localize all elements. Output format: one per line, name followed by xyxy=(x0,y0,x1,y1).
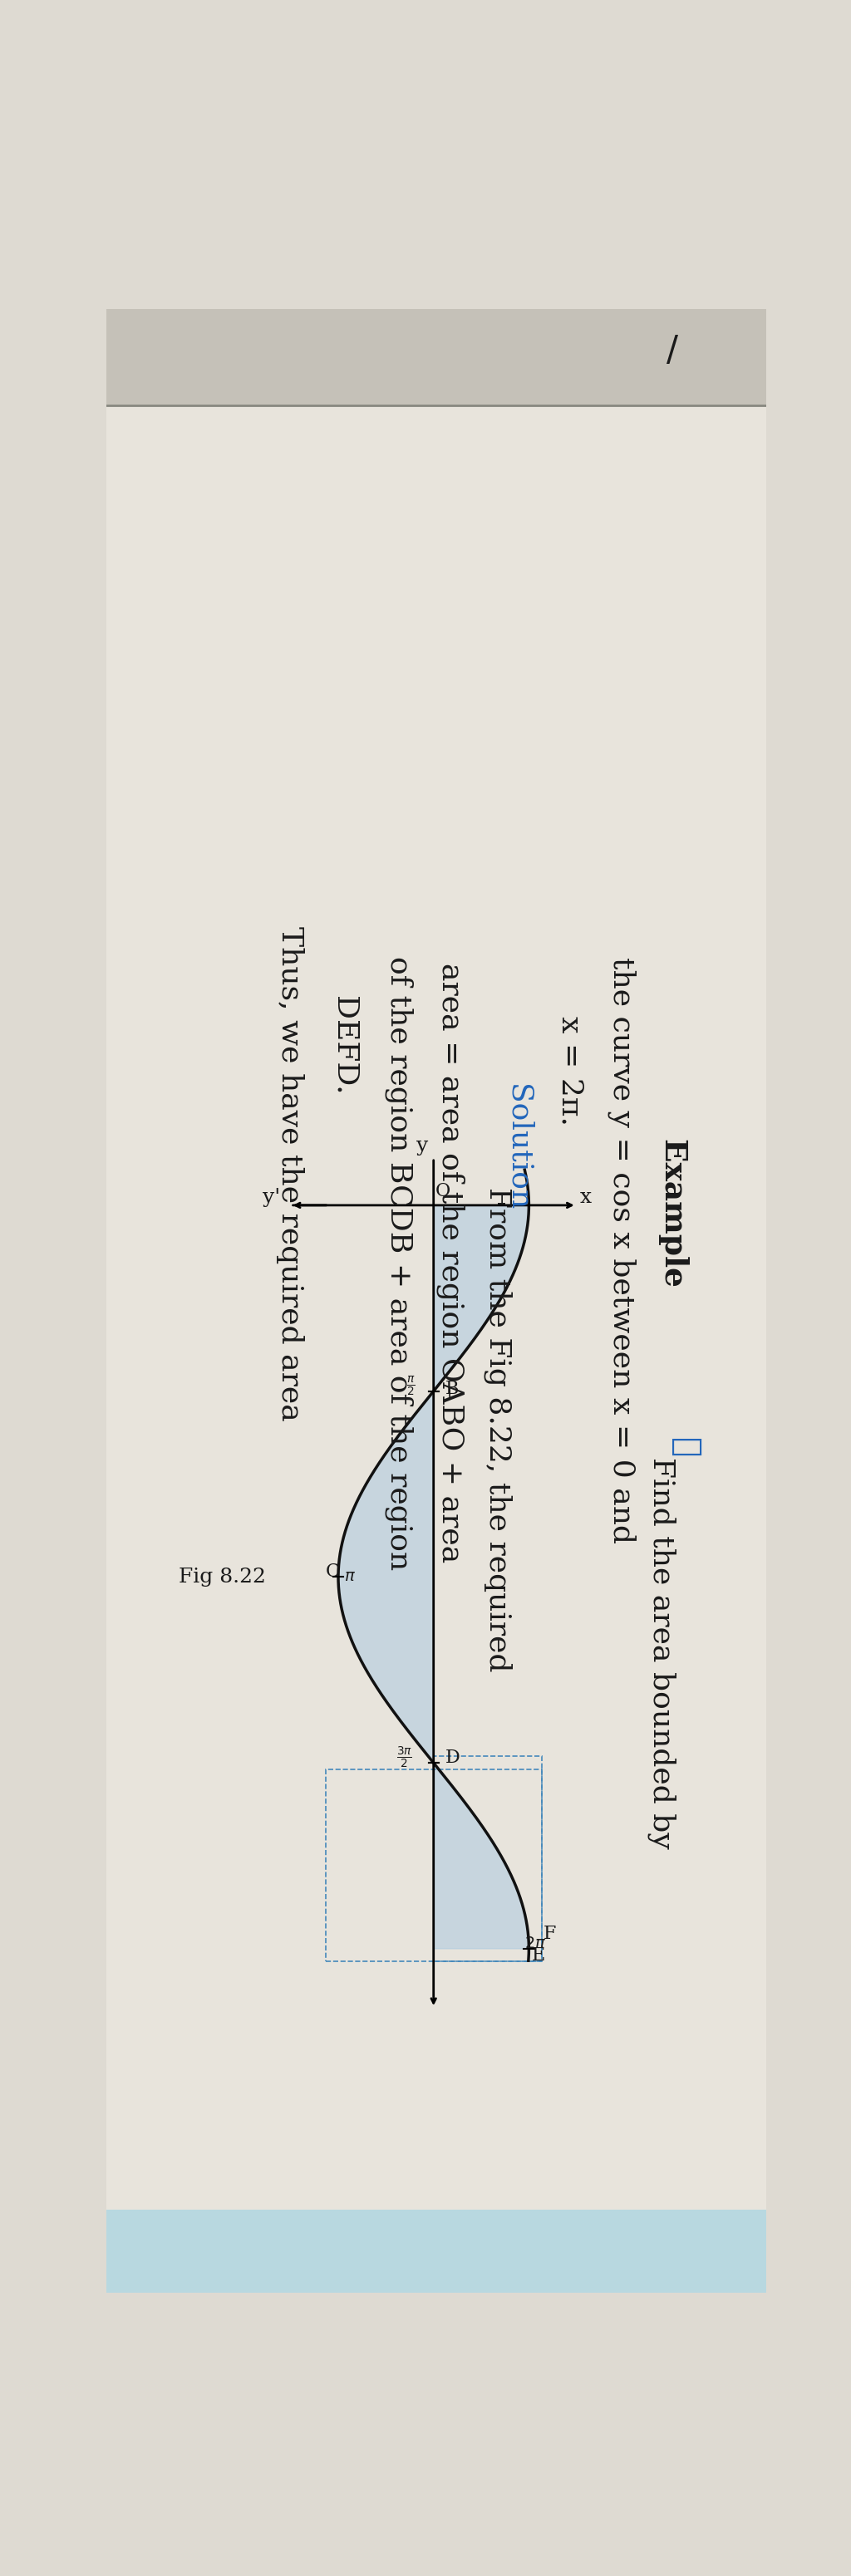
Text: /: / xyxy=(666,332,678,368)
Text: x = 2π.: x = 2π. xyxy=(556,1015,585,1126)
Text: From the Fig 8.22, the required: From the Fig 8.22, the required xyxy=(483,1188,512,1672)
Text: Solution: Solution xyxy=(505,1084,533,1211)
Text: of the region BCDB + area of the region: of the region BCDB + area of the region xyxy=(386,956,414,1569)
Text: Example: Example xyxy=(658,1139,688,1298)
Polygon shape xyxy=(433,1206,528,1391)
Text: ✓: ✓ xyxy=(670,1437,700,1458)
Polygon shape xyxy=(433,1762,528,1950)
Text: x: x xyxy=(580,1188,592,1208)
Bar xyxy=(106,309,766,404)
Text: Find the area bounded by: Find the area bounded by xyxy=(648,1458,676,1850)
Polygon shape xyxy=(338,1391,433,1762)
Text: E: E xyxy=(532,1945,545,1965)
Text: $2\pi$: $2\pi$ xyxy=(524,1937,546,1950)
Text: O: O xyxy=(436,1182,451,1200)
Text: C: C xyxy=(325,1564,340,1582)
Text: y: y xyxy=(416,1136,428,1157)
Text: $\frac{3\pi}{2}$: $\frac{3\pi}{2}$ xyxy=(397,1747,413,1770)
Bar xyxy=(433,1757,542,1960)
Text: the curve y = cos x between x = 0 and: the curve y = cos x between x = 0 and xyxy=(608,956,636,1543)
Bar xyxy=(325,1770,542,1960)
Text: B: B xyxy=(445,1381,459,1399)
Text: Thus, we have the required area: Thus, we have the required area xyxy=(276,925,304,1422)
Text: Fig 8.22: Fig 8.22 xyxy=(179,1566,266,1587)
Text: D: D xyxy=(445,1749,460,1767)
Text: y': y' xyxy=(263,1188,280,1208)
Text: area = area of the region OABO + area: area = area of the region OABO + area xyxy=(437,963,465,1564)
Bar xyxy=(106,2210,766,2293)
Text: $\pi$: $\pi$ xyxy=(344,1569,356,1584)
Text: DEFD.: DEFD. xyxy=(330,997,359,1095)
Text: F: F xyxy=(543,1924,556,1942)
Text: $\frac{\pi}{2}$: $\frac{\pi}{2}$ xyxy=(407,1376,415,1399)
